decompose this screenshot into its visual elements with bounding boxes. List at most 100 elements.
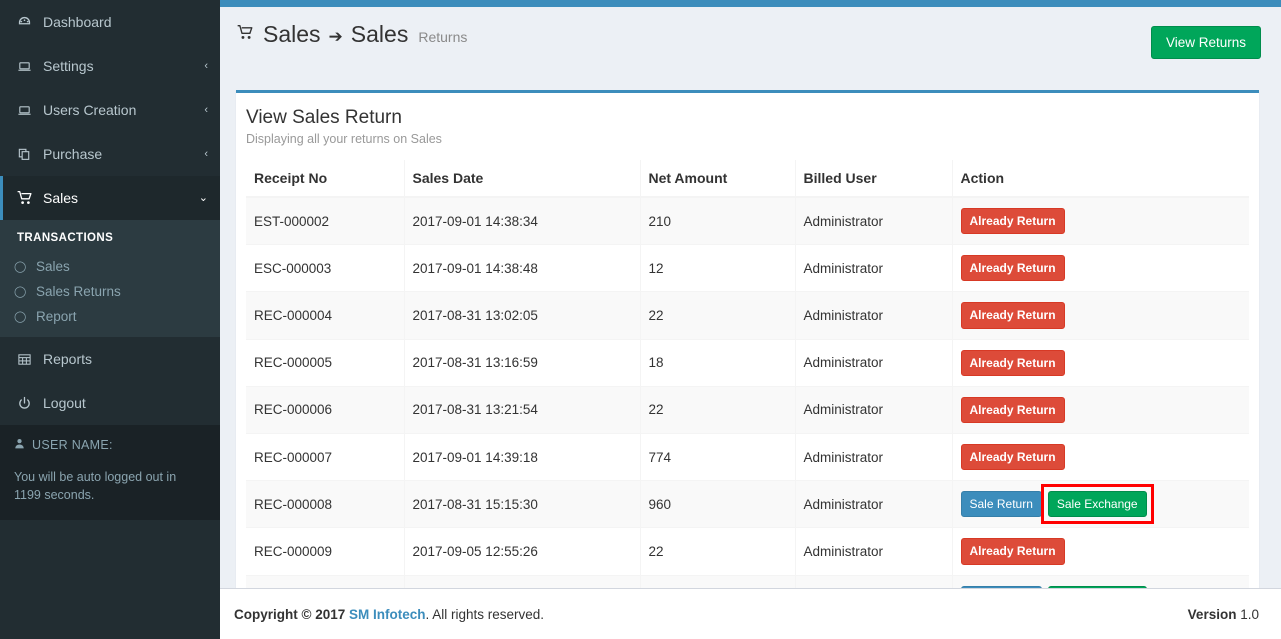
sidebar-item-dashboard[interactable]: Dashboard <box>0 0 220 44</box>
sales-return-panel: View Sales Return Displaying all your re… <box>236 90 1259 636</box>
table-row: REC-000005 2017-08-31 13:16:59 18 Administr… <box>246 338 1249 387</box>
already-return-button[interactable]: Already Return <box>960 208 1065 235</box>
circle-icon: ◯ <box>14 261 27 273</box>
user-panel: USER NAME: You will be auto logged out i… <box>0 425 220 521</box>
main-content: Sales ➔ Sales Returns View Returns View … <box>220 0 1281 639</box>
sidebar-item-settings[interactable]: Settings ‹ <box>0 44 220 88</box>
cell-receipt-no: REC-000006 <box>246 385 405 434</box>
circle-icon: ◯ <box>14 311 27 323</box>
copyright-suffix: . All rights reserved. <box>425 606 545 622</box>
highlight-box: Sale Exchange <box>1040 484 1154 525</box>
cell-sales-date: 2017-09-01 14:38:34 <box>404 196 641 245</box>
version-text: Version 1.0 <box>1188 607 1259 622</box>
already-return-button[interactable]: Already Return <box>960 255 1065 282</box>
action-button-group: Already Return <box>960 208 1242 235</box>
cell-receipt-no: EST-000002 <box>246 196 405 245</box>
already-return-button[interactable]: Already Return <box>960 396 1065 423</box>
copyright-text: Copyright © 2017 SM Infotech. All rights… <box>234 607 544 622</box>
action-button-wrapper: Already Return <box>960 349 1065 376</box>
chevron-left-icon: ‹ <box>204 103 208 116</box>
cell-action: Already Return <box>952 338 1249 387</box>
table-row: EST-000002 2017-09-01 14:38:34 210 Administ… <box>246 196 1249 245</box>
sidebar-submenu-sales: TRANSACTIONS ◯ Sales ◯ Sales Returns ◯ R… <box>0 220 220 337</box>
table-row: REC-000009 2017-09-05 12:55:26 22 Administr… <box>246 527 1249 575</box>
laptop-icon <box>17 59 43 74</box>
breadcrumb-primary: Sales <box>263 21 321 47</box>
sidebar-item-label: Purchase <box>43 146 103 162</box>
sidebar-item-label: Sales <box>43 190 79 206</box>
sidebar-item-label: Logout <box>43 395 86 411</box>
table-icon <box>17 352 43 367</box>
table-head: Receipt No Sales Date Net Amount Billed … <box>246 160 1249 198</box>
table-row: REC-000004 2017-08-31 13:02:05 22 Administr… <box>246 291 1249 340</box>
column-header-action: Action <box>952 160 1249 198</box>
sidebar: Dashboard Settings ‹ Users Creation <box>0 0 220 639</box>
cart-icon <box>236 24 255 47</box>
circle-icon: ◯ <box>14 286 27 298</box>
already-return-button[interactable]: Already Return <box>960 302 1065 329</box>
already-return-button[interactable]: Already Return <box>960 443 1065 471</box>
action-button-wrapper: Sale Return <box>960 491 1042 518</box>
sales-returns-table: Receipt No Sales Date Net Amount Billed … <box>246 160 1249 622</box>
sidebar-subitem-sales[interactable]: ◯ Sales <box>0 254 220 279</box>
table-row: REC-000006 2017-08-31 13:21:54 22 Administr… <box>246 385 1249 434</box>
cell-net-amount: 210 <box>640 196 796 245</box>
dashboard-icon <box>17 15 43 30</box>
table-header-row: Receipt No Sales Date Net Amount Billed … <box>246 160 1249 198</box>
company-link[interactable]: SM Infotech <box>349 606 426 622</box>
cell-net-amount: 22 <box>640 385 796 434</box>
sidebar-item-label: Settings <box>43 58 94 74</box>
cell-sales-date: 2017-09-01 14:38:48 <box>404 244 641 292</box>
cell-receipt-no: ESC-000003 <box>246 244 405 292</box>
sidebar-nav: Dashboard Settings ‹ Users Creation <box>0 0 220 220</box>
sidebar-item-users-creation[interactable]: Users Creation ‹ <box>0 88 220 132</box>
cell-sales-date: 2017-08-31 13:21:54 <box>404 385 641 434</box>
user-icon <box>14 438 25 452</box>
sidebar-item-sales[interactable]: Sales ⌄ <box>0 176 220 220</box>
cell-billed-user: Administrator <box>795 432 953 481</box>
column-header-billed-user: Billed User <box>795 160 953 198</box>
chevron-down-icon: ⌄ <box>198 191 208 204</box>
page-title: Sales ➔ Sales Returns <box>236 21 1259 48</box>
action-button-wrapper: Already Return <box>960 208 1065 235</box>
cell-net-amount: 18 <box>640 338 796 387</box>
cart-icon <box>17 190 43 206</box>
cell-receipt-no: REC-000004 <box>246 291 405 340</box>
column-header-receipt-no: Receipt No <box>246 160 405 198</box>
already-return-button[interactable]: Already Return <box>960 538 1065 565</box>
action-button-wrapper: Already Return <box>960 443 1065 471</box>
top-accent-bar <box>220 0 1281 7</box>
cell-action: Already Return <box>952 291 1249 340</box>
action-button-wrapper: Already Return <box>960 396 1065 423</box>
cell-sales-date: 2017-08-31 13:02:05 <box>404 291 641 340</box>
sidebar-item-purchase[interactable]: Purchase ‹ <box>0 132 220 176</box>
cell-billed-user: Administrator <box>795 527 953 575</box>
action-button-group: Already Return <box>960 538 1242 565</box>
sidebar-subitem-label: Sales Returns <box>36 284 121 299</box>
cell-action: Already Return <box>952 244 1249 292</box>
cell-net-amount: 22 <box>640 527 796 575</box>
view-returns-button[interactable]: View Returns <box>1150 26 1261 59</box>
sidebar-item-logout[interactable]: Logout <box>0 381 220 425</box>
cell-billed-user: Administrator <box>795 196 953 245</box>
table-row: REC-000008 2017-08-31 15:15:30 960 Administ… <box>246 480 1249 528</box>
already-return-button[interactable]: Already Return <box>960 349 1065 376</box>
panel-description: Displaying all your returns on Sales <box>246 132 442 146</box>
sidebar-subitem-report[interactable]: ◯ Report <box>0 304 220 329</box>
sale-exchange-button[interactable]: Sale Exchange <box>1047 491 1147 518</box>
cell-net-amount: 960 <box>640 480 796 528</box>
sidebar-subitem-sales-returns[interactable]: ◯ Sales Returns <box>0 279 220 304</box>
footer: Copyright © 2017 SM Infotech. All rights… <box>220 588 1281 639</box>
arrow-right-icon: ➔ <box>328 27 343 46</box>
breadcrumb-secondary: Sales <box>350 21 409 47</box>
chevron-left-icon: ‹ <box>204 147 208 160</box>
copyright-prefix: Copyright © 2017 <box>234 606 346 622</box>
sidebar-item-reports[interactable]: Reports <box>0 337 220 381</box>
cell-billed-user: Administrator <box>795 385 953 434</box>
user-name-label: USER NAME: <box>32 438 113 452</box>
cell-net-amount: 22 <box>640 291 796 340</box>
cell-billed-user: Administrator <box>795 291 953 340</box>
sale-return-button[interactable]: Sale Return <box>960 491 1042 518</box>
